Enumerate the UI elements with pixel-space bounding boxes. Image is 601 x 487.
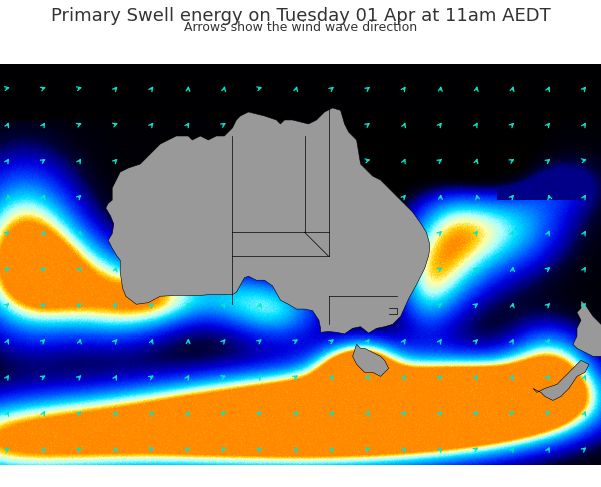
Polygon shape [533, 360, 589, 400]
Polygon shape [106, 108, 430, 334]
Text: Arrows show the wind wave direction: Arrows show the wind wave direction [184, 21, 417, 35]
Text: Primary Swell energy on Tuesday 01 Apr at 11am AEDT: Primary Swell energy on Tuesday 01 Apr a… [50, 7, 551, 25]
Polygon shape [573, 300, 601, 356]
Polygon shape [353, 344, 389, 376]
